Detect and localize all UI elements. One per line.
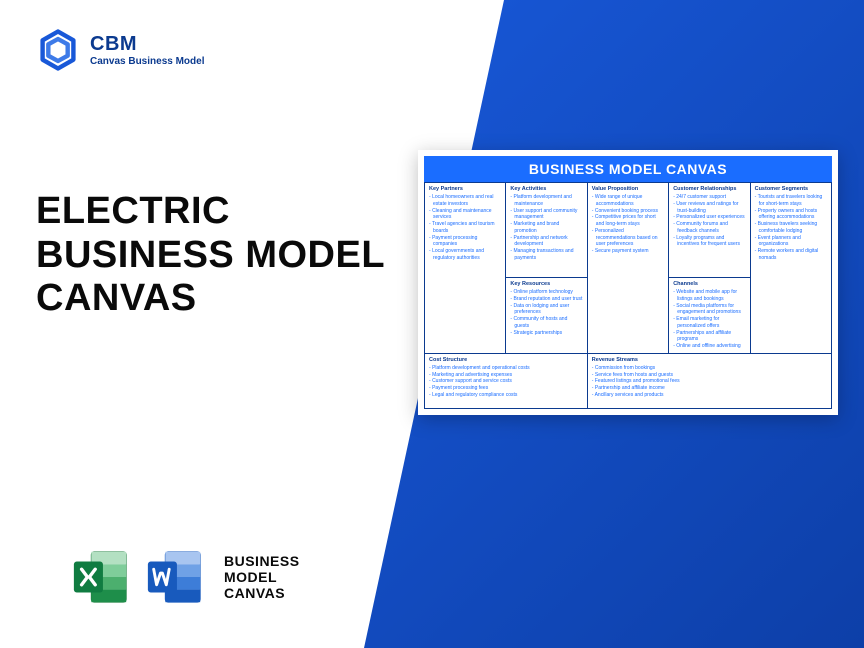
cell-title: Value Proposition (592, 186, 664, 192)
list-item: Community of hosts and guests (510, 316, 582, 330)
cell-list: Tourists and travelers looking for short… (755, 194, 827, 262)
canvas-grid: Key Partners Local homeowners and real e… (424, 182, 832, 409)
list-item: Cleaning and maintenance services (429, 208, 501, 222)
cell-customer-segments: Customer Segments Tourists and travelers… (751, 183, 832, 354)
cell-title: Revenue Streams (592, 357, 827, 363)
list-item: Partnership and network development (510, 235, 582, 249)
list-item: Partnership and affiliate income (592, 385, 827, 392)
logo-block: CBM Canvas Business Model (36, 28, 204, 72)
list-item: Property owners and hosts offering accom… (755, 208, 827, 222)
list-item: Personalized recommendations based on us… (592, 228, 664, 248)
list-item: Personalized user experiences (673, 214, 745, 221)
list-item: Managing transactions and payments (510, 248, 582, 262)
list-item: User support and community management (510, 208, 582, 222)
list-item: Payment processing companies (429, 235, 501, 249)
file-label-line: MODEL (224, 569, 300, 585)
list-item: Commission from bookings (592, 365, 827, 372)
file-label: BUSINESS MODEL CANVAS (224, 553, 300, 601)
logo-subtitle: Canvas Business Model (90, 56, 204, 67)
list-item: 24/7 customer support (673, 194, 745, 201)
list-item: Marketing and brand promotion (510, 221, 582, 235)
cell-list: Website and mobile app for listings and … (673, 289, 745, 350)
list-item: Marketing and advertising expenses (429, 372, 583, 379)
cell-list: Online platform technologyBrand reputati… (510, 289, 582, 336)
list-item: Event planners and organizations (755, 235, 827, 249)
cell-revenue-streams: Revenue Streams Commission from bookings… (588, 354, 832, 409)
list-item: Convenient booking process (592, 208, 664, 215)
page-title: ELECTRIC BUSINESS MODEL CANVAS (36, 190, 385, 321)
list-item: User reviews and ratings for trust-build… (673, 201, 745, 215)
list-item: Business travelers seeking comfortable l… (755, 221, 827, 235)
excel-icon (70, 546, 132, 608)
canvas-header: BUSINESS MODEL CANVAS (424, 156, 832, 182)
file-label-line: CANVAS (224, 585, 300, 601)
canvas-sheet: BUSINESS MODEL CANVAS Key Partners Local… (418, 150, 838, 415)
word-icon (144, 546, 206, 608)
cell-value-proposition: Value Proposition Wide range of unique a… (588, 183, 669, 354)
list-item: Community forums and feedback channels (673, 221, 745, 235)
list-item: Competitive prices for short and long-te… (592, 214, 664, 228)
list-item: Social media platforms for engagement an… (673, 303, 745, 317)
list-item: Loyalty programs and incentives for freq… (673, 235, 745, 249)
cell-list: Wide range of unique accommodationsConve… (592, 194, 664, 255)
cell-customer-relationships: Customer Relationships 24/7 customer sup… (669, 183, 750, 278)
list-item: Ancillary services and products (592, 392, 827, 399)
list-item: Platform development and maintenance (510, 194, 582, 208)
cell-key-partners: Key Partners Local homeowners and real e… (425, 183, 506, 354)
cell-title: Channels (673, 281, 745, 287)
file-label-line: BUSINESS (224, 553, 300, 569)
list-item: Online and offline advertising (673, 343, 745, 350)
list-item: Local governments and regulatory authori… (429, 248, 501, 262)
cell-key-activities: Key Activities Platform development and … (506, 183, 587, 278)
list-item: Partnerships and affiliate programs (673, 330, 745, 344)
list-item: Platform development and operational cos… (429, 365, 583, 372)
cbm-logo-icon (36, 28, 80, 72)
list-item: Customer support and service costs (429, 378, 583, 385)
cell-list: Platform development and maintenanceUser… (510, 194, 582, 262)
list-item: Email marketing for personalized offers (673, 316, 745, 330)
list-item: Data on lodging and user preferences (510, 303, 582, 317)
cell-list: Platform development and operational cos… (429, 365, 583, 399)
title-line: CANVAS (36, 277, 385, 321)
cell-channels: Channels Website and mobile app for list… (669, 278, 750, 354)
list-item: Website and mobile app for listings and … (673, 289, 745, 303)
title-line: ELECTRIC (36, 190, 385, 234)
list-item: Legal and regulatory compliance costs (429, 392, 583, 399)
title-line: BUSINESS MODEL (36, 234, 385, 278)
cell-title: Key Partners (429, 186, 501, 192)
cell-title: Key Resources (510, 281, 582, 287)
list-item: Payment processing fees (429, 385, 583, 392)
list-item: Online platform technology (510, 289, 582, 296)
list-item: Travel agencies and tourism boards (429, 221, 501, 235)
cell-list: 24/7 customer supportUser reviews and ra… (673, 194, 745, 248)
cell-list: Commission from bookingsService fees fro… (592, 365, 827, 399)
file-icons-row: BUSINESS MODEL CANVAS (70, 546, 300, 608)
cell-title: Cost Structure (429, 357, 583, 363)
list-item: Local homeowners and real estate investo… (429, 194, 501, 208)
cell-title: Customer Segments (755, 186, 827, 192)
cell-title: Customer Relationships (673, 186, 745, 192)
cell-cost-structure: Cost Structure Platform development and … (425, 354, 588, 409)
cell-key-resources: Key Resources Online platform technology… (506, 278, 587, 354)
list-item: Strategic partnerships (510, 330, 582, 337)
list-item: Brand reputation and user trust (510, 296, 582, 303)
list-item: Secure payment system (592, 248, 664, 255)
cell-title: Key Activities (510, 186, 582, 192)
list-item: Service fees from hosts and guests (592, 372, 827, 379)
list-item: Wide range of unique accommodations (592, 194, 664, 208)
list-item: Tourists and travelers looking for short… (755, 194, 827, 208)
cell-list: Local homeowners and real estate investo… (429, 194, 501, 262)
logo-title: CBM (90, 33, 204, 56)
list-item: Featured listings and promotional fees (592, 378, 827, 385)
list-item: Remote workers and digital nomads (755, 248, 827, 262)
